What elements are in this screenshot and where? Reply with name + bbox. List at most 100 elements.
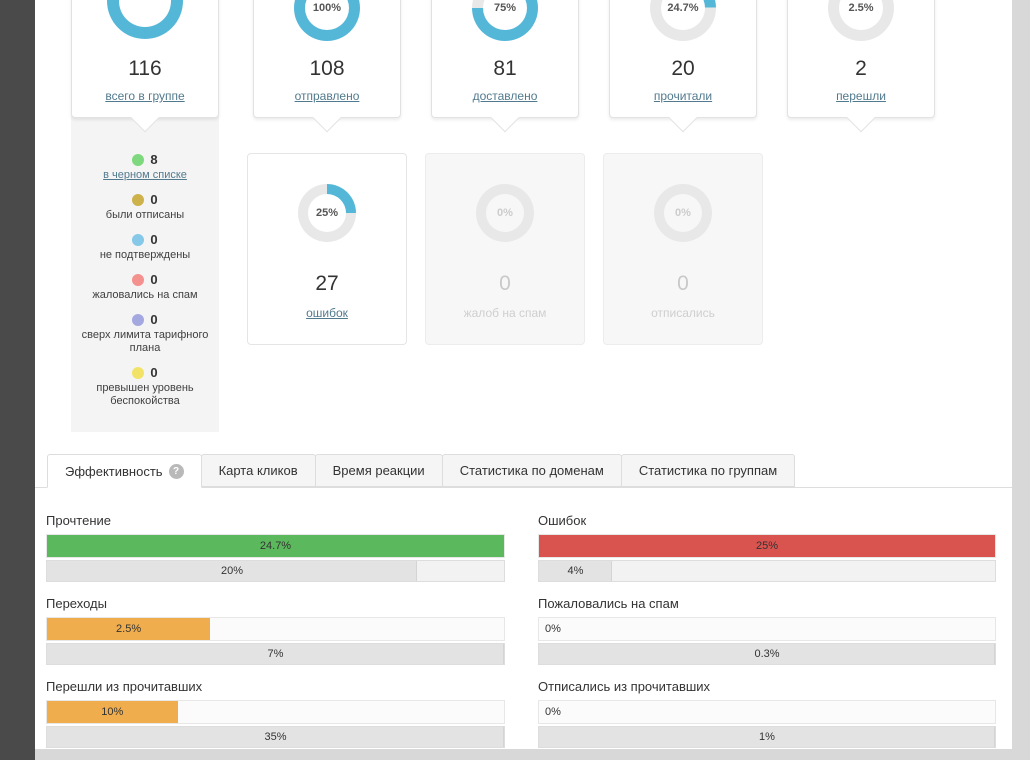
donut-hole: 2.5% — [839, 0, 883, 30]
stat-value-unsubscribed: 0 — [677, 272, 689, 295]
stat-card-clicked: 2.5% 2 перешли — [787, 0, 935, 118]
main-content: 116 всего в группе 100% 108 отправлено 7… — [35, 0, 1012, 749]
bar-value-label: 35% — [264, 731, 287, 743]
stat-card-read: 24.7% 20 прочитали — [609, 0, 757, 118]
bar-fill — [47, 535, 504, 557]
tab-click-map[interactable]: Карта кликов — [200, 454, 316, 487]
bar-value-label: 0% — [545, 706, 561, 718]
metric-reading: Прочтение 24.7% 20% — [46, 513, 505, 582]
legend-label: превышен уровень беспокойства — [96, 382, 194, 407]
legend-label: не подтверждены — [99, 249, 191, 261]
donut-percent-label: 2.5% — [848, 2, 874, 14]
blacklist-dot-icon — [132, 153, 145, 166]
legend-value: 0 — [150, 272, 158, 287]
metric-current-bar: 25% — [538, 534, 996, 558]
metric-average-bar: 0.3% — [538, 643, 996, 665]
metric-average-bar: 7% — [46, 643, 505, 665]
stat-link-total[interactable]: всего в группе — [105, 89, 185, 103]
tab-domain-stats[interactable]: Статистика по доменам — [441, 454, 622, 487]
donut-hole: 0% — [664, 194, 702, 232]
metric-clicks: Переходы 2.5% 7% — [46, 596, 505, 665]
bar-value-label: 0.3% — [754, 648, 780, 660]
metric-average-bar: 4% — [538, 560, 996, 582]
legend-value: 0 — [150, 232, 158, 247]
stat-label-spam: жалоб на спам — [463, 306, 547, 320]
stat-card-errors: 25% 27 ошибок — [247, 153, 407, 345]
bar-value-label: 0% — [545, 623, 561, 635]
donut-percent-label: 100% — [312, 2, 342, 14]
bar-value-label: 24.7% — [259, 540, 292, 552]
tab-effectiveness[interactable]: Эффективность ? — [47, 454, 202, 488]
stat-link-read[interactable]: прочитали — [653, 89, 713, 103]
spam-donut-chart: 0% — [476, 184, 534, 242]
stats-tab-bar: Эффективность ? Карта кликов Время реакц… — [35, 454, 1012, 488]
delivered-donut-chart: 75% — [472, 0, 538, 41]
metric-label: Ошибок — [538, 513, 587, 528]
metric-spam-complaints: Пожаловались на спам 0% 0.3% — [538, 596, 996, 665]
legend-value: 0 — [150, 365, 158, 380]
stat-value-read: 20 — [671, 57, 695, 80]
legend-items: 8 в черном списке 0 были отписаны 0 не п… — [71, 152, 219, 418]
tab-label: Карта кликов — [218, 463, 298, 478]
bar-fill — [539, 727, 995, 747]
bar-fill — [539, 535, 995, 557]
legend-item-anxiety-level: 0 превышен уровень беспокойства — [79, 365, 211, 408]
legend-value: 8 — [150, 152, 158, 167]
stat-link-delivered[interactable]: доставлено — [472, 89, 538, 103]
stat-card-total: 116 всего в группе — [71, 0, 219, 118]
metric-current-bar: 0% — [538, 700, 996, 724]
errors-donut-chart: 25% — [298, 184, 356, 242]
tab-label: Статистика по группам — [638, 463, 778, 478]
metric-label: Отписались из прочитавших — [538, 679, 711, 694]
left-sidebar-rail — [0, 0, 35, 760]
donut-percent-label: 24.7% — [667, 2, 699, 14]
unsubscribed-dot-icon — [132, 193, 145, 206]
legend-link-blacklist[interactable]: в черном списке — [103, 169, 187, 181]
legend-value: 0 — [150, 312, 158, 327]
metrics-column-right: Ошибок 25% 4% Пожаловались на спам 0% 0.… — [538, 513, 996, 749]
metric-current-bar: 24.7% — [46, 534, 505, 558]
tab-reaction-time[interactable]: Время реакции — [314, 454, 443, 487]
metrics-column-left: Прочтение 24.7% 20% Переходы 2.5% 7% Пер… — [46, 513, 505, 749]
unconfirmed-dot-icon — [132, 233, 145, 246]
metric-label: Переходы — [46, 596, 107, 611]
bar-value-label: 10% — [101, 706, 124, 718]
over-limit-dot-icon — [132, 313, 145, 326]
stat-link-errors[interactable]: ошибок — [306, 306, 348, 320]
total-donut-chart — [107, 0, 183, 39]
metric-errors: Ошибок 25% 4% — [538, 513, 996, 582]
bar-value-label: 25% — [755, 540, 779, 552]
tab-group-stats[interactable]: Статистика по группам — [620, 454, 796, 487]
stat-value-delivered: 81 — [493, 57, 517, 80]
legend-item-unconfirmed: 0 не подтверждены — [100, 232, 190, 262]
clicked-donut-chart: 2.5% — [828, 0, 894, 41]
donut-hole: 24.7% — [661, 0, 705, 30]
metric-average-bar: 20% — [46, 560, 505, 582]
stat-card-delivered: 75% 81 доставлено — [431, 0, 579, 118]
metric-current-bar: 2.5% — [46, 617, 505, 641]
tab-label: Статистика по доменам — [459, 463, 604, 478]
stat-value-errors: 27 — [315, 272, 339, 295]
bar-value-label: 4% — [567, 565, 584, 577]
group-legend-panel: ? 8 в черном списке 0 были отписаны — [71, 88, 219, 432]
bar-value-label: 7% — [267, 648, 284, 660]
bar-fill — [47, 727, 504, 747]
stat-value-sent: 108 — [309, 57, 345, 80]
stat-link-clicked[interactable]: перешли — [836, 89, 886, 103]
help-icon[interactable]: ? — [168, 463, 184, 479]
stat-link-sent[interactable]: отправлено — [294, 89, 360, 103]
bar-value-label: 20% — [221, 565, 244, 577]
bar-fill — [47, 644, 504, 664]
metric-label: Пожаловались на спам — [538, 596, 679, 611]
tab-label: Эффективность — [65, 463, 163, 479]
sent-donut-chart: 100% — [294, 0, 360, 41]
stat-card-unsubscribed: 0% 0 отписались — [603, 153, 763, 345]
legend-value: 0 — [150, 192, 158, 207]
metric-average-bar: 35% — [46, 726, 505, 748]
bar-fill — [47, 701, 178, 723]
bar-value-label: 1% — [759, 731, 775, 743]
donut-hole — [119, 0, 171, 27]
metric-unsubscribed-from-readers: Отписались из прочитавших 0% 1% — [538, 679, 996, 748]
unsubscribed-donut-chart: 0% — [654, 184, 712, 242]
spam-dot-icon — [132, 273, 145, 286]
